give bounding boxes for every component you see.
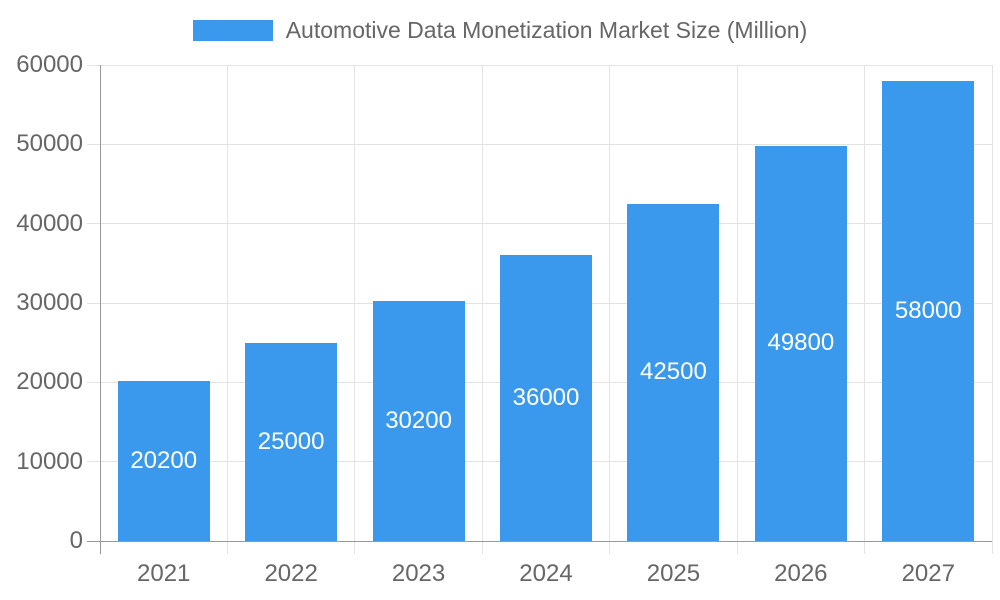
y-axis-tick <box>87 381 100 383</box>
x-axis-tick <box>354 541 356 554</box>
v-gridline <box>354 65 356 541</box>
bar-2022[interactable] <box>245 342 338 541</box>
h-gridline <box>100 223 992 225</box>
v-gridline <box>736 65 738 541</box>
y-axis-tick <box>87 223 100 225</box>
x-axis-tick <box>226 541 228 554</box>
y-axis-tick <box>87 302 100 304</box>
x-tick-label: 2022 <box>264 560 318 587</box>
x-tick-label: 2025 <box>646 560 701 587</box>
y-tick-label: 20000 <box>16 368 83 396</box>
y-tick-label: 50000 <box>16 130 83 158</box>
x-tick-label: 2024 <box>519 560 573 587</box>
legend-swatch <box>192 20 273 41</box>
legend-label: Automotive Data Monetization Market Size… <box>285 17 808 43</box>
v-gridline <box>609 65 611 541</box>
y-axis-tick <box>87 143 100 145</box>
v-gridline <box>226 65 228 541</box>
legend[interactable]: Automotive Data Monetization Market Size… <box>0 17 1000 44</box>
y-tick-label: 0 <box>69 527 83 554</box>
bar-2026[interactable] <box>754 145 847 541</box>
x-axis-tick <box>991 541 993 554</box>
x-axis-tick <box>609 541 611 554</box>
bar-2024[interactable] <box>500 255 592 541</box>
y-tick-label: 40000 <box>16 209 83 237</box>
y-axis-tick <box>87 461 100 463</box>
x-axis-tick <box>481 541 483 554</box>
x-tick-label: 2026 <box>774 560 828 587</box>
x-tick-label: 2021 <box>137 560 191 587</box>
bar-2027[interactable] <box>882 80 975 541</box>
h-gridline <box>100 64 992 66</box>
x-axis-tick <box>864 541 866 554</box>
y-tick-label: 10000 <box>16 447 83 475</box>
h-gridline <box>100 143 992 145</box>
x-axis-tick <box>736 541 738 554</box>
y-tick-label: 60000 <box>16 51 83 78</box>
v-gridline <box>481 65 483 541</box>
y-axis-tick <box>87 64 100 66</box>
v-gridline <box>991 65 993 541</box>
x-tick-label: 2027 <box>901 560 955 587</box>
x-axis-line <box>87 540 992 542</box>
y-axis-line <box>99 65 101 554</box>
y-tick-label: 30000 <box>16 289 83 316</box>
bar-2021[interactable] <box>117 380 210 541</box>
x-tick-label: 2023 <box>391 560 446 587</box>
bar-2025[interactable] <box>627 203 720 541</box>
v-gridline <box>864 65 866 541</box>
bar-2023[interactable] <box>372 301 465 541</box>
